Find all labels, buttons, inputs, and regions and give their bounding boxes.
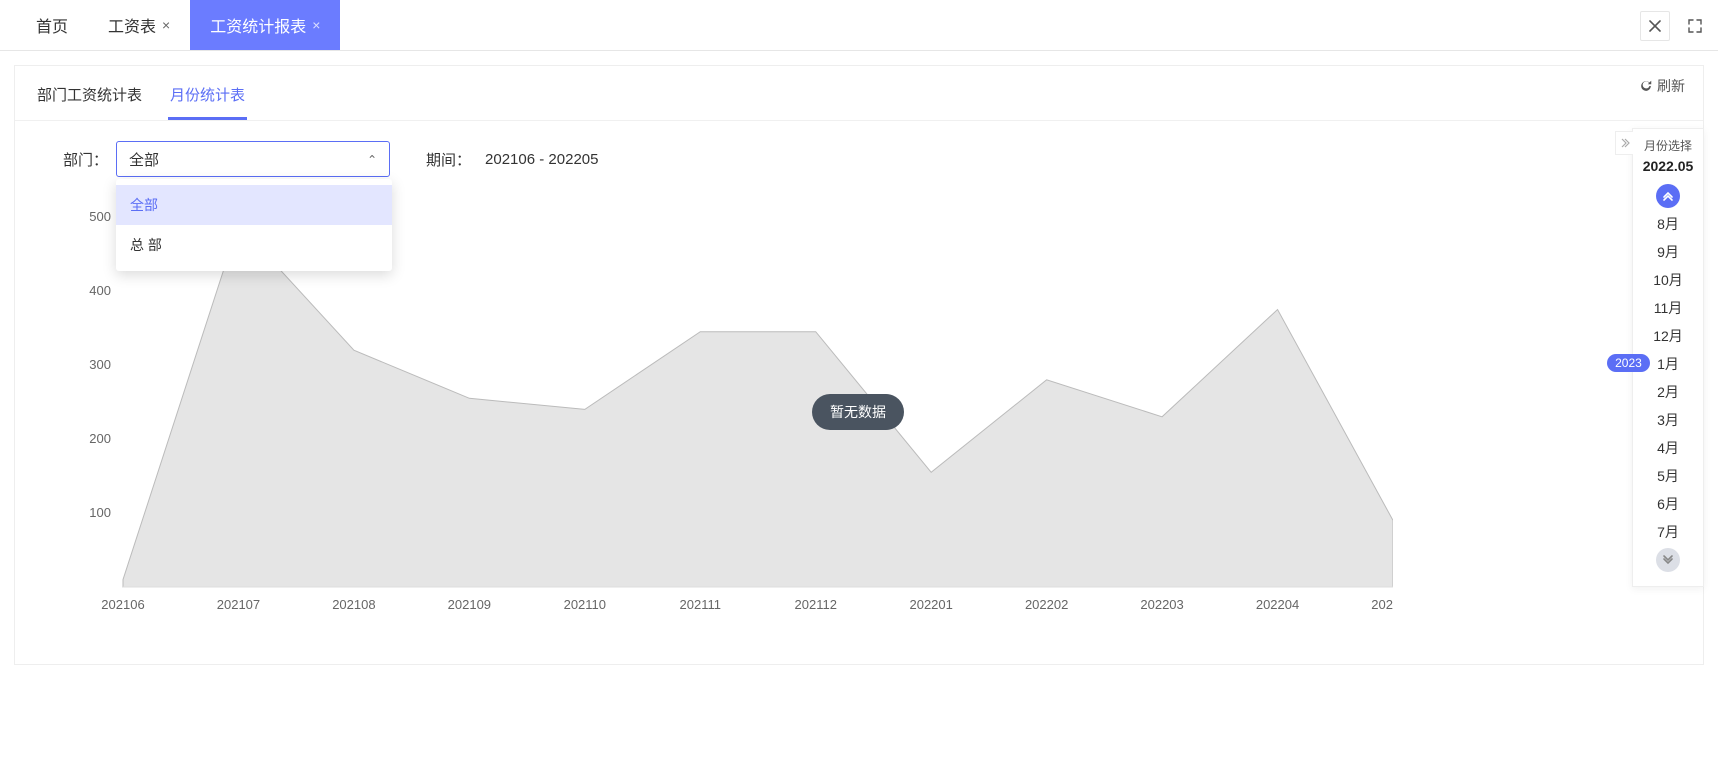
top-tab-bar: 首页 工资表 × 工资统计报表 × [0, 0, 1718, 51]
month-item[interactable]: 9月 [1657, 242, 1679, 262]
department-select-wrap: 全部 ⌄ 全部 总 部 [116, 141, 390, 177]
svg-text:300: 300 [89, 357, 111, 372]
svg-text:202111: 202111 [680, 597, 721, 612]
svg-text:202201: 202201 [909, 597, 952, 612]
report-card: 部门工资统计表 月份统计表 刷新 部门： 全部 ⌄ 全部 [14, 65, 1704, 665]
refresh-icon [1639, 79, 1653, 93]
month-item[interactable]: 8月 [1657, 214, 1679, 234]
month-item[interactable]: 2月 [1657, 382, 1679, 402]
tab-label: 工资统计报表 [210, 13, 306, 37]
filter-row: 部门： 全部 ⌄ 全部 总 部 期间： 202106 - 202205 [15, 121, 1703, 177]
month-list: 8月 9月 10月 11月 12月 1月2023 2月 3月 4月 5月 6月 7月 [1653, 212, 1683, 544]
svg-text:500: 500 [89, 209, 111, 224]
department-select-value: 全部 [129, 149, 159, 170]
subtab-month-stats[interactable]: 月份统计表 [168, 78, 247, 120]
tab-salary-sheet[interactable]: 工资表 × [88, 0, 190, 50]
svg-text:400: 400 [89, 283, 111, 298]
fullscreen-icon [1687, 18, 1703, 34]
department-option-hq[interactable]: 总 部 [116, 225, 392, 265]
period-label: 期间： [426, 149, 471, 170]
month-item[interactable]: 10月 [1653, 270, 1683, 290]
refresh-button[interactable]: 刷新 [1639, 76, 1685, 96]
month-panel-selected: 2022.05 [1643, 158, 1694, 180]
svg-text:200: 200 [89, 431, 111, 446]
double-chevron-up-icon [1662, 190, 1674, 202]
month-panel-title: 月份选择 [1644, 135, 1692, 158]
month-item[interactable]: 7月 [1657, 522, 1679, 542]
svg-text:202108: 202108 [332, 597, 375, 612]
sub-tabs: 部门工资统计表 月份统计表 刷新 [15, 66, 1703, 121]
svg-text:202205: 202205 [1371, 597, 1393, 612]
fullscreen-button[interactable] [1680, 11, 1710, 41]
svg-text:202112: 202112 [795, 597, 837, 612]
department-select[interactable]: 全部 ⌄ [116, 141, 390, 177]
subtab-label: 部门工资统计表 [37, 87, 142, 104]
double-chevron-down-icon [1662, 554, 1674, 566]
svg-text:202204: 202204 [1256, 597, 1299, 612]
svg-text:202110: 202110 [564, 597, 606, 612]
subtab-label: 月份统计表 [170, 87, 245, 104]
tab-salary-stats-report[interactable]: 工资统计报表 × [190, 0, 340, 50]
month-item[interactable]: 12月 [1653, 326, 1683, 346]
month-item[interactable]: 1月2023 [1657, 354, 1679, 374]
month-scroll-up-button[interactable] [1656, 184, 1680, 208]
year-badge: 2023 [1607, 354, 1650, 372]
panel-collapse-button[interactable] [1615, 131, 1633, 155]
month-item[interactable]: 6月 [1657, 494, 1679, 514]
no-data-badge: 暂无数据 [812, 394, 904, 430]
subtab-department-salary[interactable]: 部门工资统计表 [35, 78, 144, 120]
month-scroll-down-button[interactable] [1656, 548, 1680, 572]
tab-label: 首页 [36, 13, 68, 37]
month-item[interactable]: 4月 [1657, 438, 1679, 458]
tabbar-right-controls [1640, 0, 1710, 51]
chevron-up-icon: ⌄ [367, 152, 377, 166]
svg-text:202107: 202107 [217, 597, 260, 612]
close-panel-button[interactable] [1640, 11, 1670, 41]
svg-text:202203: 202203 [1140, 597, 1183, 612]
month-item[interactable]: 5月 [1657, 466, 1679, 486]
month-selector-panel: 月份选择 2022.05 8月 9月 10月 11月 12月 1月2023 2月 3月 4月 5月… [1632, 128, 1704, 587]
x-icon [1648, 19, 1662, 33]
svg-text:202202: 202202 [1025, 597, 1068, 612]
month-item[interactable]: 3月 [1657, 410, 1679, 430]
chevron-right-icon [1620, 138, 1630, 148]
svg-text:100: 100 [89, 505, 111, 520]
svg-text:202106: 202106 [101, 597, 144, 612]
month-item[interactable]: 11月 [1654, 298, 1683, 318]
close-icon[interactable]: × [312, 17, 320, 33]
department-dropdown: 全部 总 部 [116, 179, 392, 271]
svg-text:202109: 202109 [448, 597, 491, 612]
tab-label: 工资表 [108, 13, 156, 37]
refresh-label: 刷新 [1657, 76, 1685, 96]
period-value: 202106 - 202205 [485, 151, 598, 168]
department-label: 部门： [63, 149, 108, 170]
department-option-all[interactable]: 全部 [116, 185, 392, 225]
tab-home[interactable]: 首页 [16, 0, 88, 50]
close-icon[interactable]: × [162, 17, 170, 33]
